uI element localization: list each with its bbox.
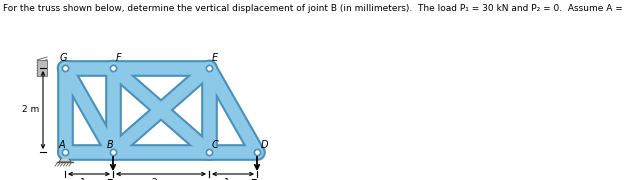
- Text: E: E: [212, 53, 218, 63]
- Bar: [37, 60, 47, 76]
- Text: G: G: [60, 53, 67, 63]
- Text: B: B: [107, 140, 114, 150]
- Text: 2 m: 2 m: [22, 105, 39, 114]
- Text: A: A: [59, 140, 66, 150]
- Text: C: C: [212, 140, 219, 150]
- Text: D: D: [261, 140, 268, 150]
- Text: $\mathbf{P_2}$: $\mathbf{P_2}$: [250, 177, 263, 180]
- Polygon shape: [59, 152, 71, 162]
- Text: F: F: [116, 53, 122, 63]
- Text: 1 m: 1 m: [224, 178, 241, 180]
- Text: For the truss shown below, determine the vertical displacement of joint B (in mi: For the truss shown below, determine the…: [3, 4, 624, 13]
- Text: 1 m: 1 m: [80, 178, 98, 180]
- Text: $\mathbf{P_1}$: $\mathbf{P_1}$: [106, 177, 120, 180]
- Text: 2 m: 2 m: [152, 178, 170, 180]
